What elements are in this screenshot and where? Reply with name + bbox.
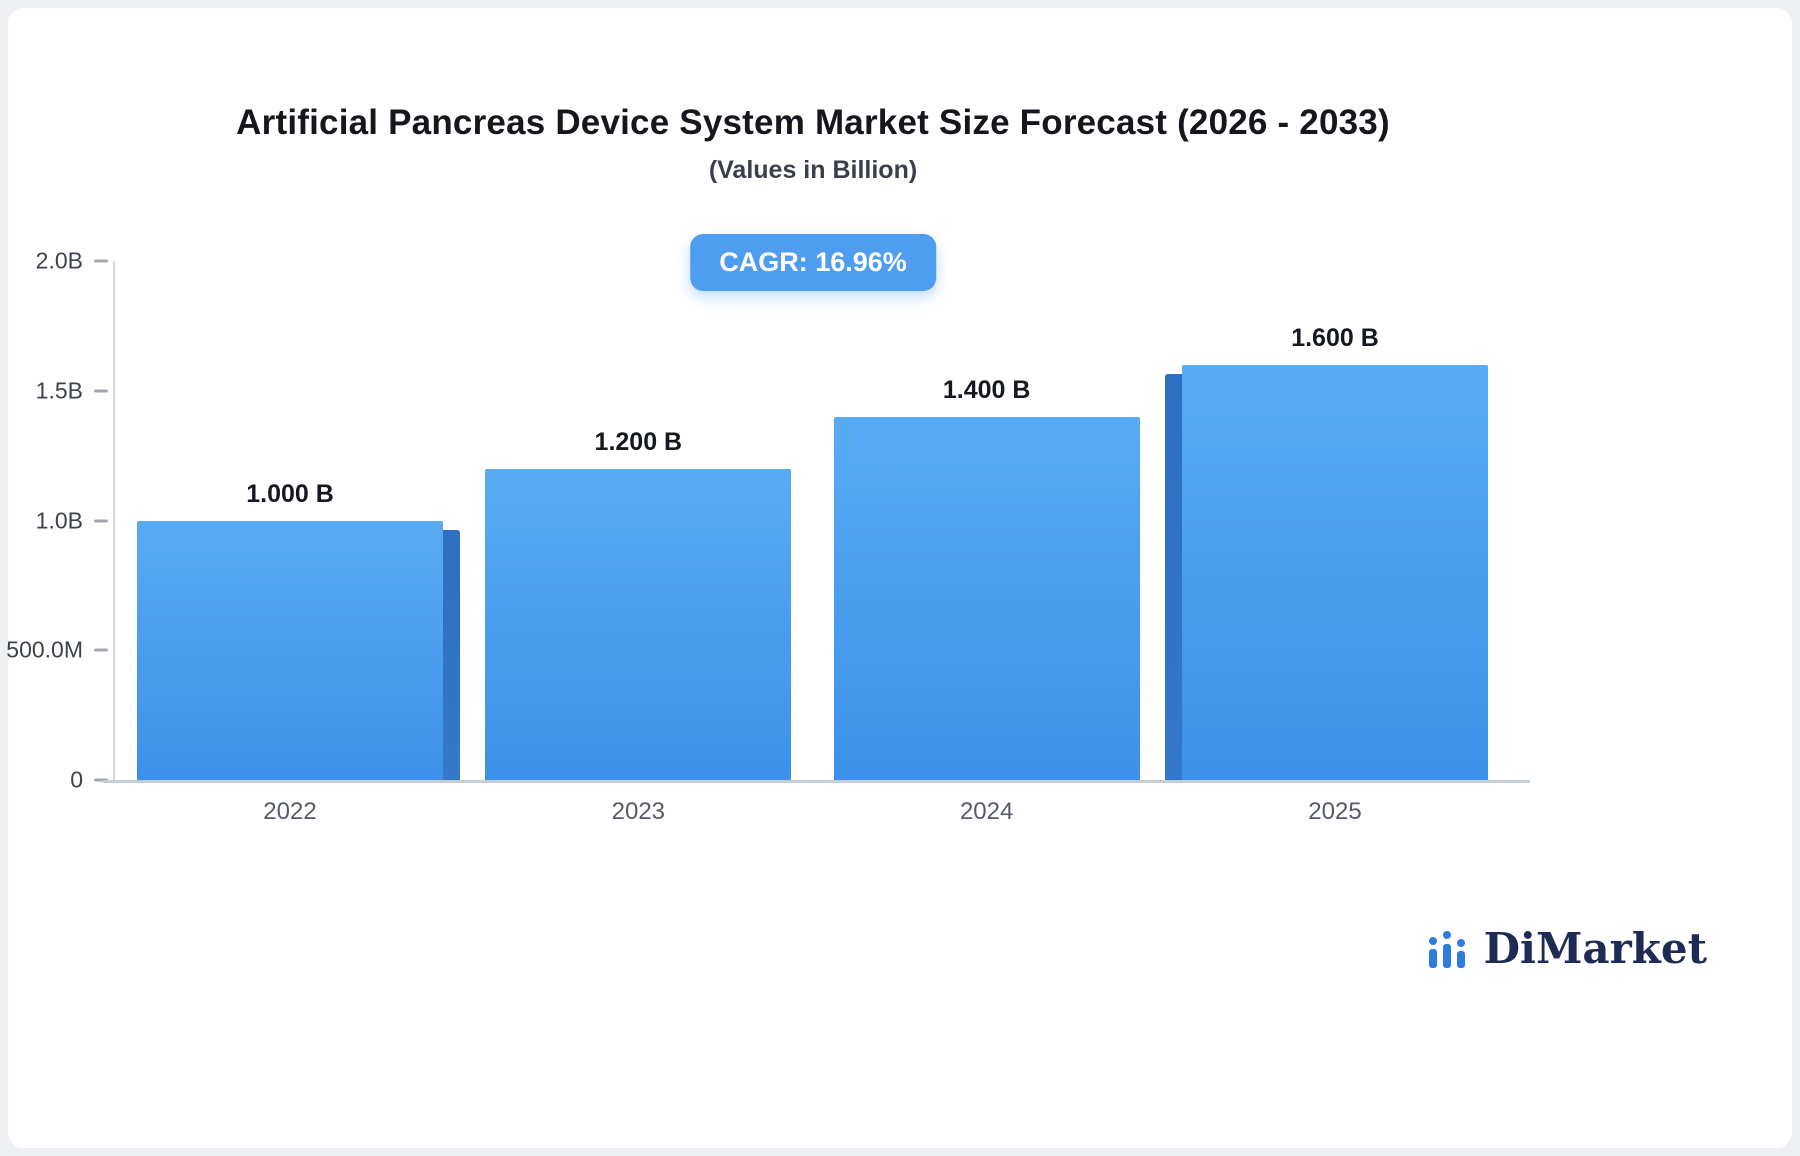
bar-2023[interactable]: 1.200 B bbox=[485, 428, 792, 780]
bar-value-label: 1.400 B bbox=[942, 375, 1031, 404]
x-axis-label: 2024 bbox=[959, 798, 1014, 825]
x-axis-label: 2025 bbox=[1308, 798, 1362, 825]
bar-column: 1.200 B 2023 bbox=[485, 261, 792, 825]
bar-2024[interactable]: 1.400 B bbox=[833, 376, 1140, 780]
bar-chart-icon bbox=[1428, 930, 1465, 968]
y-tick: 500.0M bbox=[6, 637, 108, 664]
plot-area: 1.000 B 2022 1.200 B 2023 1.400 B 2024 1.600 B… bbox=[103, 261, 1530, 825]
bar-column: 1.000 B 2022 bbox=[137, 261, 460, 825]
y-tick-mark bbox=[94, 778, 108, 782]
y-axis: 2.0B 1.5B 1.0B 500.0M 0 bbox=[6, 248, 111, 793]
y-tick-label: 500.0M bbox=[6, 636, 83, 663]
y-tick: 2.0B bbox=[36, 248, 108, 275]
bars-container: 1.000 B 2022 1.200 B 2023 1.400 B 2024 1.600 B… bbox=[115, 261, 1520, 825]
y-tick-mark bbox=[94, 389, 108, 393]
y-tick-label: 0 bbox=[70, 766, 83, 793]
x-axis-line bbox=[103, 780, 1530, 783]
chart-title: Artificial Pancreas Device System Market… bbox=[236, 103, 1390, 142]
cagr-badge: CAGR: 16.96% bbox=[690, 234, 936, 291]
bar-2025[interactable]: 1.600 B bbox=[1164, 324, 1488, 781]
y-tick-mark bbox=[94, 519, 108, 522]
bar-column: 1.600 B 2025 bbox=[1164, 261, 1488, 825]
y-tick-label: 1.0B bbox=[35, 507, 83, 533]
chart-subtitle: (Values in Billion) bbox=[708, 156, 918, 184]
y-tick-label: 1.5B bbox=[35, 377, 83, 404]
x-axis-label: 2022 bbox=[263, 798, 317, 825]
x-axis-label: 2023 bbox=[611, 798, 666, 825]
y-tick: 1.5B bbox=[36, 377, 108, 404]
bar-2022[interactable]: 1.000 B bbox=[137, 480, 460, 780]
y-tick-label: 2.0B bbox=[35, 247, 83, 274]
y-tick: 0 bbox=[70, 767, 108, 794]
y-tick-mark bbox=[94, 648, 108, 652]
bar-value-label: 1.600 B bbox=[1291, 323, 1379, 352]
bar-value-label: 1.200 B bbox=[594, 427, 683, 456]
bar-value-label: 1.000 B bbox=[246, 479, 334, 508]
y-tick-mark bbox=[94, 259, 108, 263]
chart-card: Artificial Pancreas Device System Market… bbox=[6, 8, 1792, 1148]
y-tick: 1.0B bbox=[36, 507, 108, 534]
brand-logo: DiMarket bbox=[1424, 924, 1707, 973]
bar-column: 1.400 B 2024 bbox=[833, 261, 1140, 825]
brand-logo-text: DiMarket bbox=[1483, 924, 1707, 973]
